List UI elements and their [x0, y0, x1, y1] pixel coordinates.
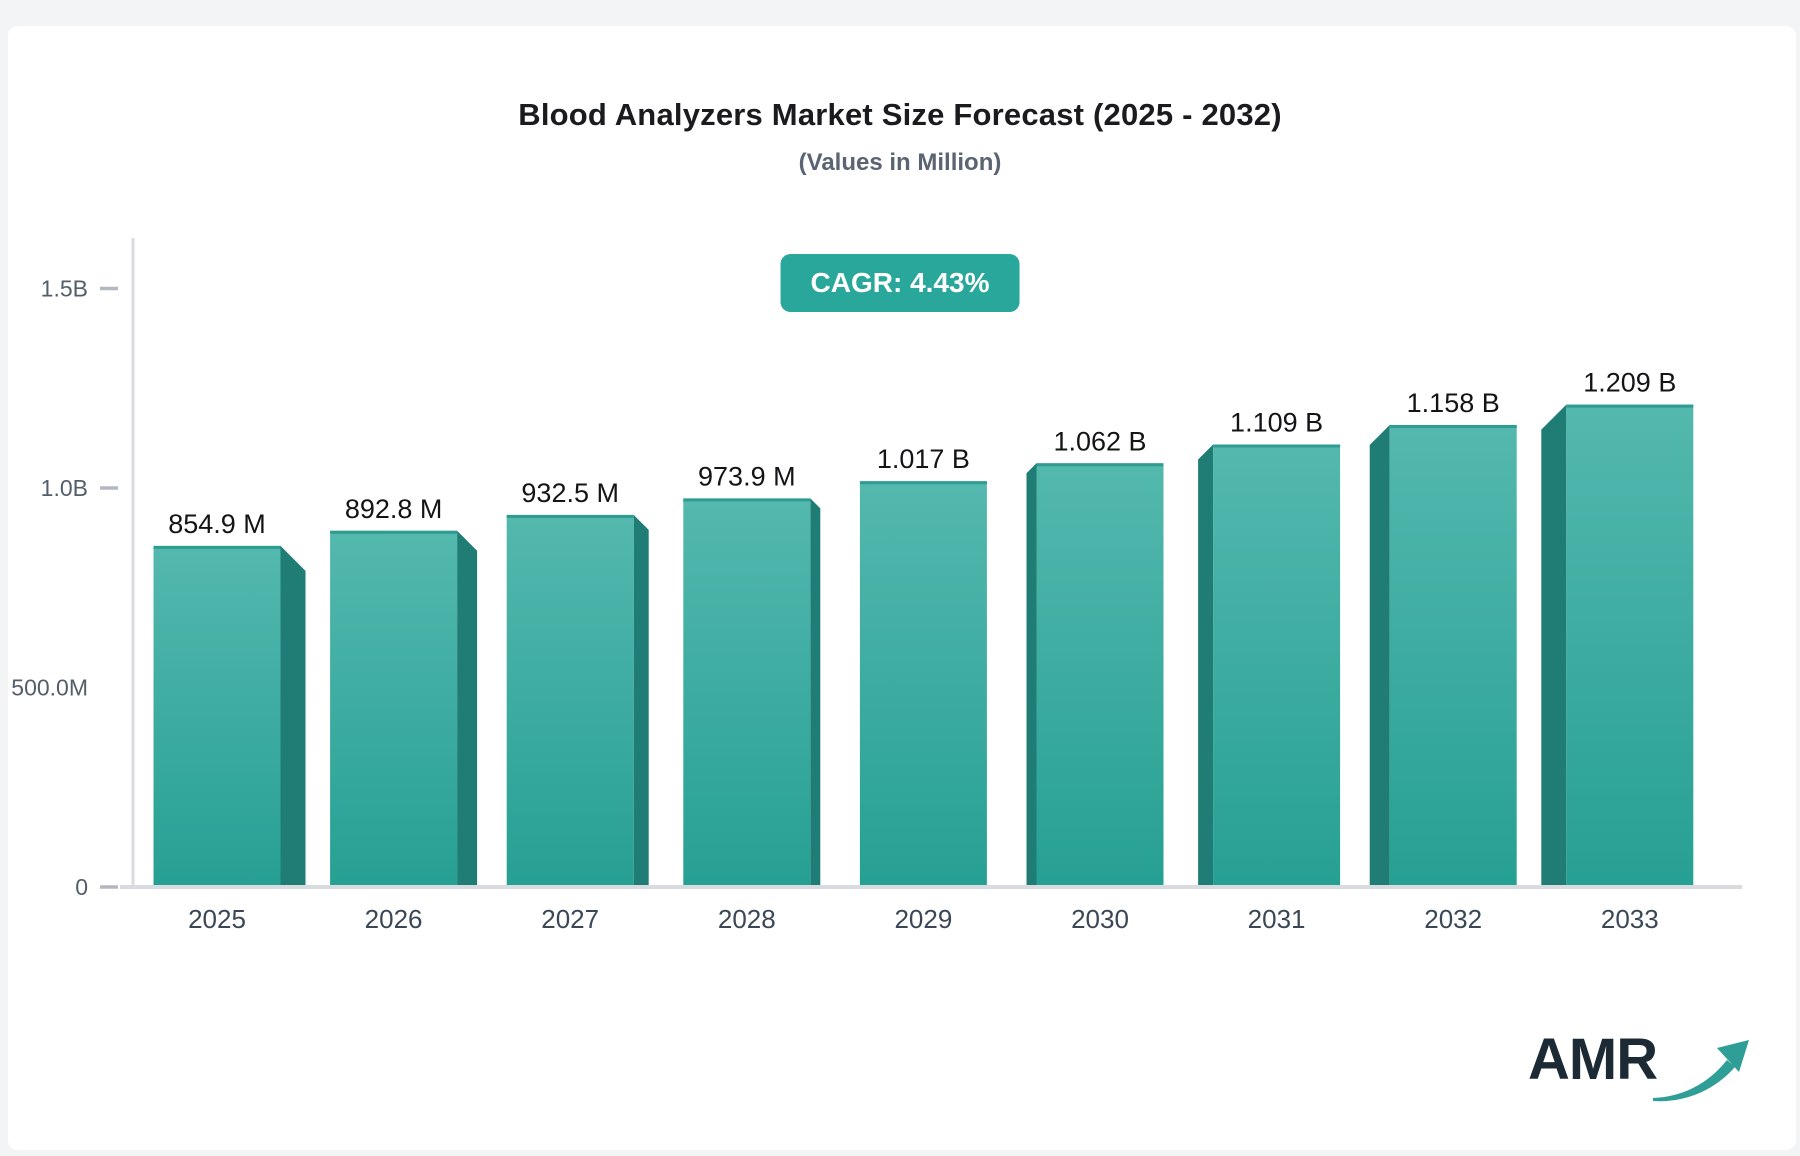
logo-arrow-icon	[1653, 1040, 1750, 1102]
cagr-badge: CAGR: 4.43%	[780, 254, 1020, 312]
y-axis-label: 500.0M	[11, 675, 88, 701]
bar-side-face	[1198, 444, 1214, 887]
x-axis-label: 2027	[541, 904, 599, 934]
y-axis-label: 0	[75, 874, 88, 900]
bar-2033	[1541, 404, 1694, 887]
bar-value-label: 932.5 M	[521, 478, 619, 508]
bar-face	[506, 514, 634, 887]
x-axis-label: 2033	[1601, 904, 1659, 934]
bar-top-edge	[506, 514, 634, 518]
x-axis-label: 2029	[894, 904, 952, 934]
bar-top-edge	[1389, 424, 1517, 428]
bar-2029	[859, 481, 987, 887]
bar-value-label: 854.9 M	[168, 509, 266, 539]
bar-side-face	[280, 545, 306, 887]
bar-value-label: 973.9 M	[698, 461, 796, 491]
bar-face	[1036, 463, 1164, 887]
bar-2030	[1026, 463, 1164, 887]
bar-face	[1389, 424, 1517, 887]
bar-value-label: 1.209 B	[1583, 368, 1676, 398]
bar-2032	[1369, 424, 1517, 887]
bar-face	[330, 530, 458, 887]
bar-2031	[1198, 444, 1341, 887]
y-axis-label: 1.0B	[41, 475, 88, 501]
bar-face	[153, 545, 281, 887]
bar-value-label: 1.158 B	[1407, 388, 1500, 418]
amr-logo: AMR	[1528, 1028, 1751, 1108]
bar-face	[1566, 404, 1694, 887]
chart-subtitle: (Values in Million)	[798, 149, 1002, 176]
x-axis-label: 2025	[188, 904, 246, 934]
bar-top-edge	[153, 545, 281, 549]
bar-side-face	[1026, 463, 1037, 887]
x-axis-label: 2032	[1424, 904, 1482, 934]
bar-top-edge	[1036, 463, 1164, 467]
bar-top-edge	[1213, 444, 1341, 448]
bar-side-face	[457, 530, 478, 887]
bar-top-edge	[1566, 404, 1694, 408]
bar-side-face	[1369, 424, 1390, 887]
bar-2026	[330, 530, 478, 887]
bar-side-face	[1541, 404, 1567, 887]
x-axis-label: 2030	[1071, 904, 1129, 934]
y-axis-label: 1.5B	[41, 276, 88, 302]
bar-2028	[683, 498, 821, 887]
bar-2027	[506, 514, 649, 887]
bar-value-label: 1.017 B	[877, 444, 970, 474]
bar-side-face	[633, 514, 649, 887]
x-axis-label: 2028	[718, 904, 776, 934]
logo-text: AMR	[1528, 1027, 1658, 1092]
bar-value-label: 892.8 M	[345, 494, 443, 524]
bar-top-edge	[330, 530, 458, 534]
bar-top-edge	[683, 498, 811, 502]
bar-face	[1213, 444, 1341, 887]
bar-face	[859, 481, 987, 887]
bar-face	[683, 498, 811, 887]
x-axis-label: 2026	[365, 904, 423, 934]
bar-top-edge	[859, 481, 987, 485]
bar-2025	[153, 545, 306, 887]
chart-title: Blood Analyzers Market Size Forecast (20…	[518, 97, 1282, 132]
x-axis-label: 2031	[1248, 904, 1306, 934]
bar-side-face	[810, 498, 821, 887]
bar-value-label: 1.062 B	[1053, 426, 1146, 456]
bar-value-label: 1.109 B	[1230, 408, 1323, 438]
